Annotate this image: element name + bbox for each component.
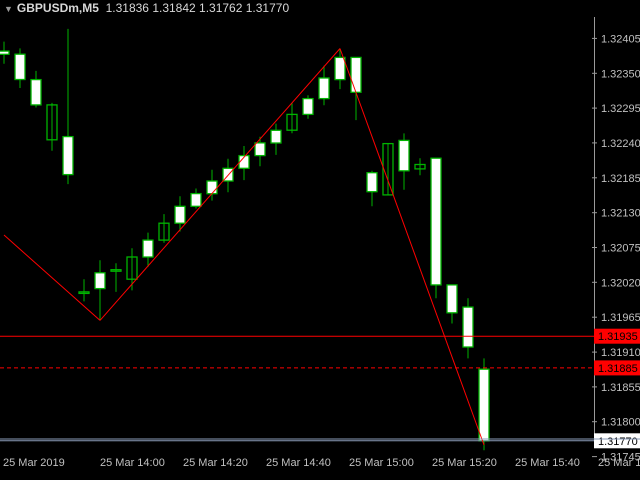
svg-text:1.32130: 1.32130: [601, 208, 640, 220]
svg-text:1.32185: 1.32185: [601, 173, 640, 185]
svg-text:1.32350: 1.32350: [601, 68, 640, 80]
svg-text:1.31885: 1.31885: [598, 363, 638, 375]
svg-text:25 Mar 14:00: 25 Mar 14:00: [100, 457, 165, 469]
svg-text:1.31965: 1.31965: [601, 312, 640, 324]
svg-text:25 Mar 2019: 25 Mar 2019: [3, 457, 65, 469]
svg-text:1.31770: 1.31770: [598, 436, 638, 448]
svg-text:1.32075: 1.32075: [601, 243, 640, 255]
svg-text:1.31800: 1.31800: [601, 417, 640, 429]
svg-text:25 Mar 15:00: 25 Mar 15:00: [349, 457, 414, 469]
svg-text:1.32295: 1.32295: [601, 103, 640, 115]
svg-text:25 Mar 14:20: 25 Mar 14:20: [183, 457, 248, 469]
svg-text:1.31855: 1.31855: [601, 382, 640, 394]
svg-text:25 Mar 16:00: 25 Mar 16:00: [598, 457, 640, 469]
svg-text:1.32020: 1.32020: [601, 277, 640, 289]
svg-text:25 Mar 15:20: 25 Mar 15:20: [432, 457, 497, 469]
svg-text:25 Mar 15:40: 25 Mar 15:40: [515, 457, 580, 469]
svg-text:1.32240: 1.32240: [601, 138, 640, 150]
svg-text:25 Mar 14:40: 25 Mar 14:40: [266, 457, 331, 469]
svg-text:1.31935: 1.31935: [598, 331, 638, 343]
svg-text:1.32405: 1.32405: [601, 33, 640, 45]
svg-text:1.31910: 1.31910: [601, 347, 640, 359]
